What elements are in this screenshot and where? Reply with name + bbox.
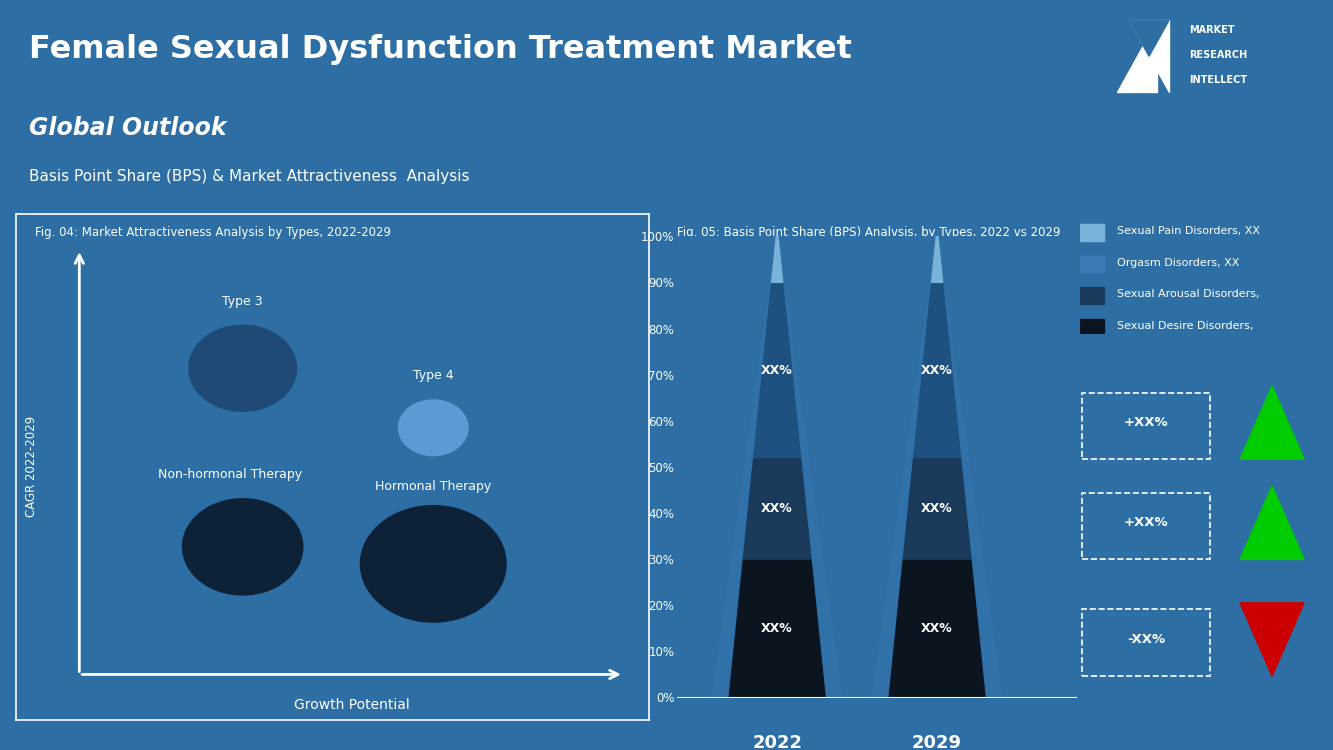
Polygon shape bbox=[1240, 386, 1304, 459]
Bar bbox=[1080, 256, 1104, 272]
Text: XX%: XX% bbox=[761, 502, 793, 515]
Text: Type 3: Type 3 bbox=[223, 295, 263, 307]
Text: +XX%: +XX% bbox=[1124, 516, 1169, 530]
Text: Type 4: Type 4 bbox=[413, 369, 453, 382]
Polygon shape bbox=[1117, 20, 1157, 92]
Text: Orgasm Disorders, XX: Orgasm Disorders, XX bbox=[1117, 258, 1240, 268]
Text: Growth Potential: Growth Potential bbox=[293, 698, 409, 712]
Text: Global Outlook: Global Outlook bbox=[29, 116, 227, 140]
Text: Non-hormonal Therapy: Non-hormonal Therapy bbox=[157, 468, 303, 481]
Polygon shape bbox=[772, 236, 782, 283]
Polygon shape bbox=[1240, 486, 1304, 560]
Polygon shape bbox=[872, 236, 1002, 698]
Polygon shape bbox=[753, 283, 801, 458]
Text: INTELLECT: INTELLECT bbox=[1189, 75, 1248, 86]
Bar bbox=[1082, 392, 1210, 459]
Text: Sexual Arousal Disorders,: Sexual Arousal Disorders, bbox=[1117, 290, 1260, 299]
Polygon shape bbox=[904, 458, 970, 560]
Text: XX%: XX% bbox=[921, 502, 953, 515]
Text: XX%: XX% bbox=[761, 364, 793, 376]
Circle shape bbox=[183, 499, 303, 595]
Text: Female Sexual Dysfunction Treatment Market: Female Sexual Dysfunction Treatment Mark… bbox=[29, 34, 852, 64]
Text: Hormonal Therapy: Hormonal Therapy bbox=[375, 480, 492, 493]
Text: MARKET: MARKET bbox=[1189, 25, 1234, 34]
Text: XX%: XX% bbox=[921, 364, 953, 376]
Bar bbox=[1082, 610, 1210, 676]
Circle shape bbox=[189, 326, 296, 411]
Polygon shape bbox=[889, 560, 985, 698]
Circle shape bbox=[399, 400, 468, 456]
Text: Fig. 04: Market Attractiveness Analysis by Types, 2022-2029: Fig. 04: Market Attractiveness Analysis … bbox=[35, 226, 391, 239]
Bar bbox=[1080, 319, 1104, 335]
Text: XX%: XX% bbox=[921, 622, 953, 634]
Bar bbox=[1082, 493, 1210, 560]
Text: Fig. 05: Basis Point Share (BPS) Analysis, by Types, 2022 vs 2029: Fig. 05: Basis Point Share (BPS) Analysi… bbox=[677, 226, 1061, 239]
Polygon shape bbox=[1129, 20, 1169, 92]
Text: CAGR 2022-2029: CAGR 2022-2029 bbox=[25, 416, 39, 518]
Text: -XX%: -XX% bbox=[1128, 633, 1165, 646]
Text: Basis Point Share (BPS) & Market Attractiveness  Analysis: Basis Point Share (BPS) & Market Attract… bbox=[29, 169, 469, 184]
Polygon shape bbox=[1240, 603, 1304, 676]
Text: +XX%: +XX% bbox=[1124, 416, 1169, 429]
Text: XX%: XX% bbox=[761, 622, 793, 634]
Text: RESEARCH: RESEARCH bbox=[1189, 50, 1248, 60]
Polygon shape bbox=[744, 458, 810, 560]
Polygon shape bbox=[729, 560, 825, 698]
Polygon shape bbox=[712, 236, 842, 698]
Polygon shape bbox=[932, 236, 942, 283]
Polygon shape bbox=[913, 283, 961, 458]
Text: Sexual Desire Disorders,: Sexual Desire Disorders, bbox=[1117, 320, 1253, 331]
Text: 2029: 2029 bbox=[912, 734, 962, 750]
Bar bbox=[1080, 287, 1104, 304]
Circle shape bbox=[360, 506, 507, 622]
Bar bbox=[1080, 224, 1104, 241]
Polygon shape bbox=[1129, 20, 1169, 56]
Text: 2022: 2022 bbox=[752, 734, 802, 750]
Text: Sexual Pain Disorders, XX: Sexual Pain Disorders, XX bbox=[1117, 226, 1260, 236]
